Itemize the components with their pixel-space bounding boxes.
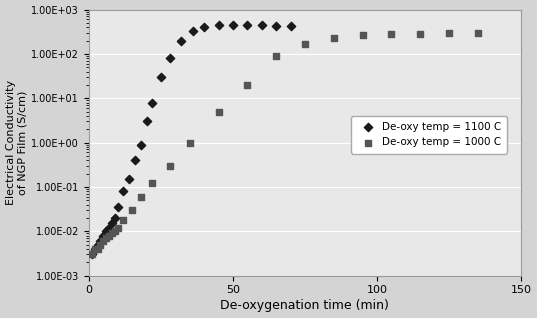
De-oxy temp = 1100 C [96,238,105,244]
De-oxy temp = 1000 C [387,32,396,37]
De-oxy temp = 1000 C [107,231,116,236]
De-oxy temp = 1100 C [286,23,295,28]
De-oxy temp = 1000 C [96,242,105,247]
De-oxy temp = 1100 C [130,158,139,163]
Legend: De-oxy temp = 1100 C, De-oxy temp = 1000 C: De-oxy temp = 1100 C, De-oxy temp = 1000… [351,116,507,154]
De-oxy temp = 1100 C [88,252,96,257]
De-oxy temp = 1100 C [105,225,113,230]
De-oxy temp = 1000 C [185,140,194,145]
De-oxy temp = 1000 C [148,181,157,186]
De-oxy temp = 1000 C [445,31,453,36]
De-oxy temp = 1100 C [102,229,111,234]
De-oxy temp = 1000 C [93,246,102,252]
De-oxy temp = 1100 C [111,215,119,220]
De-oxy temp = 1100 C [188,29,197,34]
De-oxy temp = 1100 C [165,56,174,61]
De-oxy temp = 1000 C [165,163,174,168]
De-oxy temp = 1000 C [90,246,99,252]
De-oxy temp = 1000 C [358,33,367,38]
X-axis label: De-oxygenation time (min): De-oxygenation time (min) [221,300,389,313]
De-oxy temp = 1000 C [243,82,252,87]
De-oxy temp = 1100 C [157,74,165,80]
De-oxy temp = 1100 C [107,221,116,226]
De-oxy temp = 1000 C [214,109,223,114]
De-oxy temp = 1100 C [214,22,223,27]
Y-axis label: Electrical Conductivity
of NGP Film (S/cm): Electrical Conductivity of NGP Film (S/c… [5,80,27,205]
De-oxy temp = 1100 C [136,142,145,147]
De-oxy temp = 1000 C [272,53,280,59]
De-oxy temp = 1100 C [125,176,134,182]
De-oxy temp = 1000 C [111,229,119,234]
De-oxy temp = 1100 C [93,242,102,247]
De-oxy temp = 1100 C [257,23,266,28]
De-oxy temp = 1100 C [119,189,128,194]
De-oxy temp = 1000 C [416,31,424,36]
De-oxy temp = 1100 C [113,204,122,210]
De-oxy temp = 1100 C [148,100,157,105]
De-oxy temp = 1100 C [243,22,252,27]
De-oxy temp = 1000 C [119,218,128,223]
De-oxy temp = 1100 C [200,25,208,30]
De-oxy temp = 1000 C [474,31,482,36]
De-oxy temp = 1000 C [128,208,136,213]
De-oxy temp = 1000 C [136,194,145,199]
De-oxy temp = 1100 C [142,119,151,124]
De-oxy temp = 1100 C [90,246,99,252]
De-oxy temp = 1000 C [113,225,122,230]
De-oxy temp = 1100 C [229,22,237,27]
De-oxy temp = 1000 C [102,236,111,241]
De-oxy temp = 1100 C [272,23,280,28]
De-oxy temp = 1100 C [177,38,185,43]
De-oxy temp = 1000 C [329,35,338,40]
De-oxy temp = 1100 C [99,233,107,238]
De-oxy temp = 1000 C [99,238,107,244]
De-oxy temp = 1000 C [105,233,113,238]
De-oxy temp = 1000 C [301,41,309,46]
De-oxy temp = 1000 C [88,252,96,257]
